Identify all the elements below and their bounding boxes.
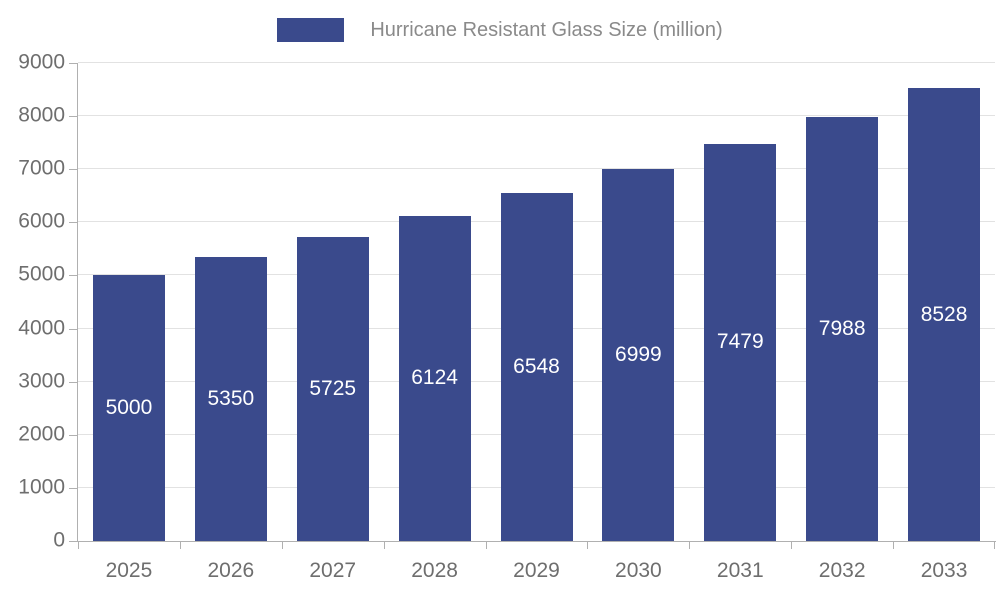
bar-2031[interactable]: 7479 — [704, 143, 777, 541]
gridline — [78, 62, 995, 63]
plot-area: 0 1000 2000 3000 4000 5000 6000 7000 8000 9000 20… — [18, 51, 996, 582]
x-tick-label: 2032 — [818, 559, 866, 582]
y-tick-mark — [69, 541, 77, 542]
y-tick-label: 9000 — [18, 50, 65, 74]
bar-value-label: 5000 — [105, 396, 153, 420]
bar-2030[interactable]: 6999 — [602, 169, 675, 541]
x-tick-label: 2031 — [716, 559, 764, 582]
bar-2032[interactable]: 7988 — [806, 116, 879, 541]
bar-value-label: 8528 — [920, 302, 968, 326]
y-tick-mark — [69, 222, 77, 224]
x-tick-label: 2029 — [513, 559, 560, 582]
y-tick-label: 4000 — [18, 316, 65, 340]
x-tick-mark — [281, 541, 283, 549]
y-axis-line — [77, 63, 78, 541]
y-tick-mark — [69, 381, 77, 383]
x-tick-mark — [485, 541, 487, 549]
bar-value-label: 5725 — [309, 376, 357, 400]
y-tick-mark — [69, 275, 77, 277]
y-tick-mark — [69, 63, 77, 64]
y-tick-label: 6000 — [18, 209, 65, 233]
x-tick-mark — [689, 541, 691, 549]
y-tick-mark — [69, 169, 77, 171]
y-tick-mark — [69, 487, 77, 489]
x-tick-mark — [383, 541, 385, 549]
y-tick-label: 3000 — [18, 369, 65, 393]
x-tick-label: 2028 — [411, 559, 458, 582]
x-axis-line — [77, 541, 996, 542]
x-tick-label: 2033 — [920, 559, 968, 582]
gridline — [78, 115, 995, 117]
x-tick-label: 2026 — [207, 559, 255, 582]
bar-2033[interactable]: 8528 — [908, 88, 981, 541]
y-tick-label: 2000 — [18, 422, 65, 446]
y-tick-mark — [69, 434, 77, 436]
x-tick-label: 2030 — [615, 559, 662, 582]
y-tick-label: 1000 — [18, 475, 65, 499]
x-tick-label: 2027 — [309, 559, 357, 582]
legend-item[interactable]: Hurricane Resistant Glass Size (million) — [0, 16, 1000, 44]
legend-label: Hurricane Resistant Glass Size (million) — [370, 18, 723, 41]
bar-value-label: 6548 — [513, 355, 560, 379]
x-tick-mark — [791, 541, 793, 549]
gridline — [78, 168, 995, 170]
x-tick-mark — [587, 541, 589, 549]
bar-2029[interactable]: 6548 — [500, 193, 573, 541]
x-tick-mark — [179, 541, 181, 549]
bar-value-label: 7479 — [716, 330, 764, 354]
y-tick-label: 5000 — [18, 262, 65, 286]
bar-value-label: 5350 — [207, 386, 255, 410]
x-tick-mark — [893, 541, 895, 549]
legend-swatch-icon — [277, 18, 345, 42]
bar-2028[interactable]: 6124 — [398, 215, 471, 541]
bar-2025[interactable]: 5000 — [92, 275, 165, 541]
y-tick-label: 7000 — [18, 156, 65, 180]
x-tick-mark — [78, 541, 79, 549]
bar-2026[interactable]: 5350 — [194, 256, 267, 541]
y-tick-mark — [69, 328, 77, 330]
x-tick-mark — [994, 541, 995, 549]
y-tick-label: 8000 — [18, 103, 65, 127]
bar-value-label: 6999 — [615, 343, 662, 367]
y-tick-mark — [69, 116, 77, 118]
bar-value-label: 6124 — [411, 366, 458, 390]
x-tick-label: 2025 — [105, 559, 153, 582]
bar-value-label: 7988 — [818, 316, 866, 340]
bar-2027[interactable]: 5725 — [296, 236, 369, 541]
y-tick-label: 0 — [53, 528, 65, 552]
